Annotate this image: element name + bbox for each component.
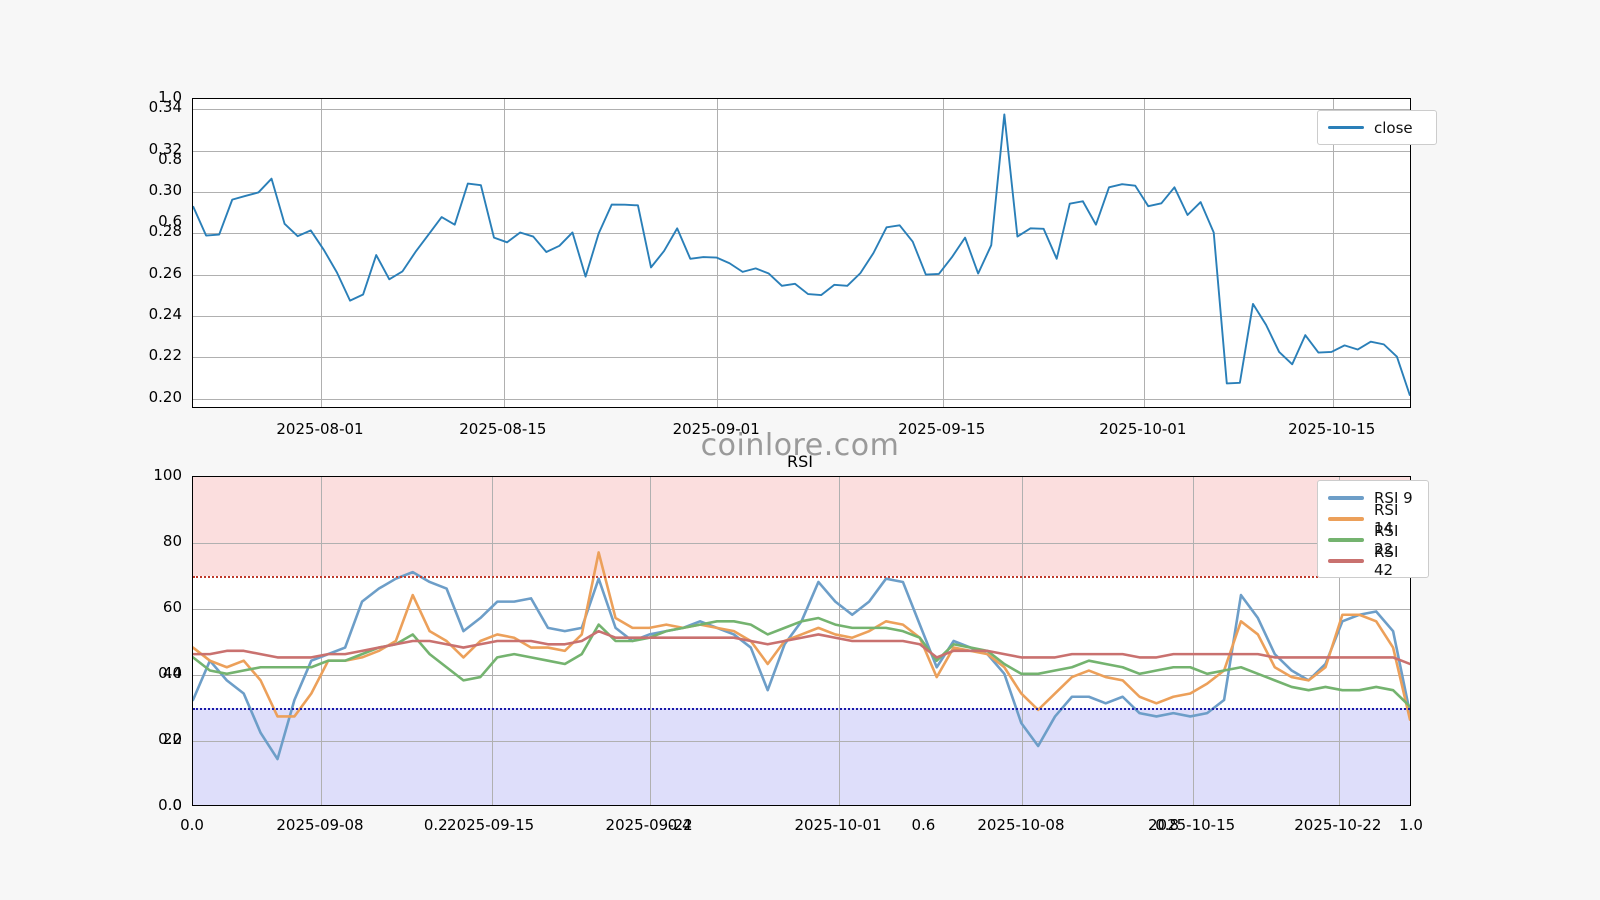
price-y-tick: 0.26 [148,263,182,282]
rsi-legend: RSI 9 RSI 14 RSI 22 RSI 42 [1317,480,1429,579]
gridline-horizontal [193,609,1410,610]
price-y-tick-secondary: 0.6 [158,212,182,230]
gridline-horizontal [193,150,1410,152]
price-y-tick: 0.24 [148,305,182,323]
oversold-threshold-line [193,708,1410,710]
rsi-x-tick-secondary: 1.0 [1399,816,1423,834]
rsi-x-tick-secondary: 0.4 [667,816,692,834]
legend-label: RSI 9 [1374,488,1413,507]
gridline-horizontal [193,543,1410,544]
rsi-x-tick: 2025-09-15 [447,816,535,834]
gridline-vertical [503,99,505,407]
legend-label: RSI 42 [1374,542,1399,579]
oversold-band [193,708,1410,805]
price-chart-panel [192,98,1411,408]
gridline-horizontal [193,192,1410,193]
legend-label: RSI 14 [1374,500,1399,537]
gridline-vertical [650,477,652,805]
legend-swatch-icon [1328,558,1364,563]
rsi-y-tick: 80 [162,532,182,550]
gridline-vertical [320,477,322,805]
rsi-y-tick: 60 [162,598,182,616]
rsi-x-tick: 2025-10-22 [1294,816,1382,834]
rsi-line-rsi-42 [193,629,1410,666]
gridline-vertical [717,99,719,407]
price-y-tick: 0.20 [148,387,182,406]
gridline-vertical [320,99,322,407]
rsi-x-tick: 2025-10-08 [977,816,1065,834]
gridline-vertical [1143,99,1145,407]
legend-item[interactable]: RSI 14 [1328,501,1420,537]
legend-label: RSI 22 [1374,521,1399,558]
rsi-series-plot [193,551,1410,761]
rsi-y-tick: 40 [162,664,182,682]
gridline-vertical [1338,477,1340,805]
gridline-horizontal [193,741,1410,742]
gridline-horizontal [193,316,1410,317]
rsi-line-rsi-9 [193,570,1410,761]
rsi-y-tick: 20 [162,730,182,748]
rsi-x-tick-secondary: 0.0 [180,816,204,834]
rsi-x-tick-secondary: 0.8 [1155,816,1180,834]
legend-item[interactable]: RSI 22 [1328,522,1420,558]
rsi-x-tick: 2025-09-08 [276,816,364,834]
price-x-tick: 2025-10-15 [1288,420,1376,438]
price-y-tick: 0.32 [148,139,182,158]
gridline-horizontal [193,675,1410,676]
rsi-x-tick-secondary: 0.2 [423,816,448,834]
price-y-tick: 0.34 [148,98,182,117]
price-x-tick: 2025-08-01 [276,420,364,438]
price-x-tick: 2025-09-15 [898,420,986,438]
legend-item[interactable]: RSI 42 [1328,543,1420,579]
rsi-x-tick-secondary: 0.6 [911,816,936,834]
rsi-x-tick: 2025-10-15 [1147,816,1236,834]
price-y-tick-secondary: 0.8 [158,150,182,168]
rsi-y-tick-secondary: 0.4 [158,664,182,682]
legend-item[interactable]: close [1328,117,1428,138]
gridline-horizontal [193,233,1410,235]
rsi-x-tick: 2025-09-22 [605,816,693,834]
legend-swatch-icon [1328,537,1364,542]
gridline-horizontal [193,357,1410,359]
price-x-tick: 2025-10-01 [1099,420,1187,438]
gridline-vertical [1192,477,1194,805]
gridline-vertical [839,477,841,805]
price-x-tick: 2025-08-15 [459,420,547,438]
price-y-tick: 0.28 [148,222,182,241]
gridline-horizontal [193,398,1410,400]
gridline-vertical [1332,99,1334,407]
rsi-y-tick-secondary: 0.0 [158,796,182,814]
rsi-y-tick-secondary: 0.2 [158,730,182,748]
gridline-vertical [942,99,944,407]
price-series-plot [193,113,1410,397]
overbought-threshold-line [193,576,1410,578]
legend-swatch-icon [1328,495,1364,500]
price-y-tick-secondary: 1.0 [158,88,182,106]
legend-item[interactable]: RSI 9 [1328,487,1420,508]
rsi-line-rsi-14 [193,551,1410,722]
rsi-title: RSI [787,452,813,471]
legend-swatch-icon [1328,516,1364,521]
rsi-y-tick: 0 [172,796,182,814]
overbought-band [193,477,1410,576]
price-x-tick: 2025-09-01 [672,420,760,438]
price-y-tick: 0.30 [148,181,182,199]
price-y-tick: 0.22 [148,346,182,365]
gridline-horizontal [193,109,1410,111]
rsi-y-tick: 100 [153,466,182,484]
gridline-vertical [1021,477,1023,805]
gridline-horizontal [193,274,1410,276]
rsi-x-tick: 2025-10-01 [794,816,882,834]
rsi-chart-panel [192,476,1411,806]
price-line-close [193,113,1410,397]
price-legend: close [1317,110,1437,145]
legend-label: close [1374,118,1413,137]
legend-swatch-icon [1328,126,1364,129]
